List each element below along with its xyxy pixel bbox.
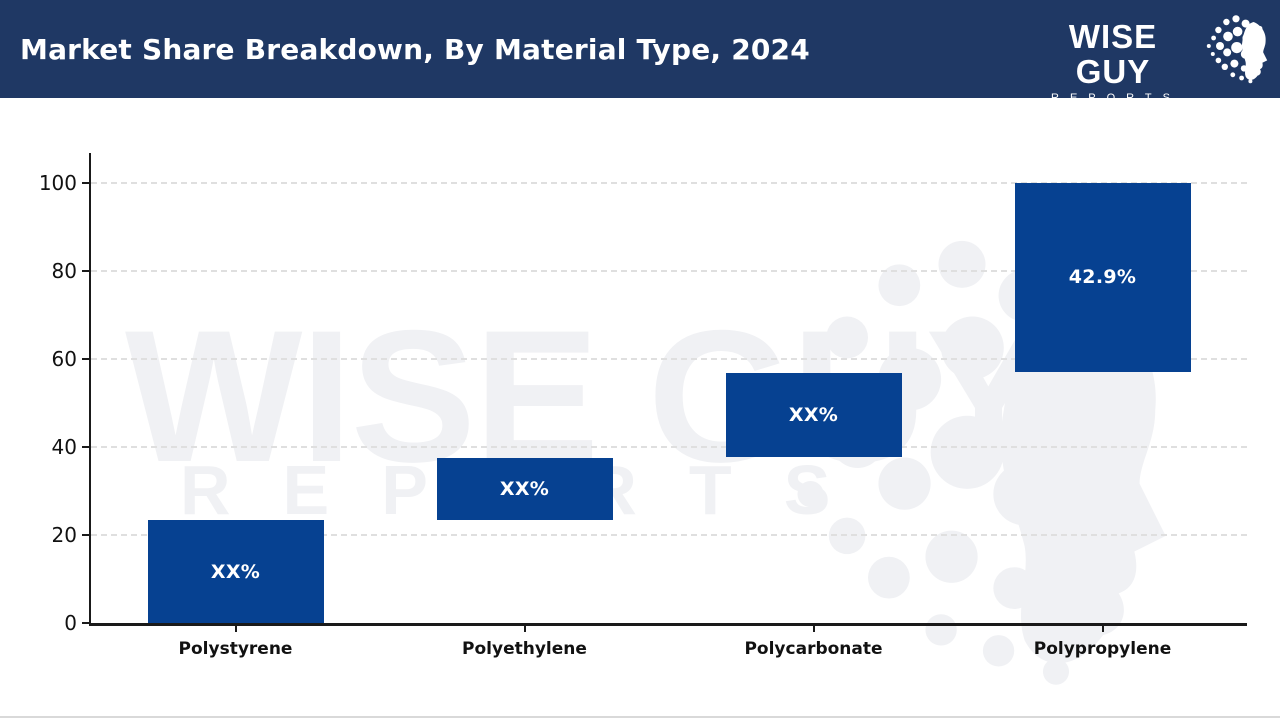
gridline (91, 270, 1247, 272)
plot-area: 0 20 40 60 80 100 XX% Polystyrene XX% Polyethylen… (39, 153, 1247, 659)
y-axis-tick-label: 100 (38, 171, 77, 195)
gridline (91, 534, 1247, 536)
y-axis-tick-label: 0 (64, 611, 77, 635)
x-axis-tick (812, 623, 815, 632)
page-title: Market Share Breakdown, By Material Type… (20, 32, 810, 66)
wiseguy-logo: WISE GUY REPORTS (1028, 6, 1268, 104)
logo-text: WISE GUY REPORTS (1028, 18, 1198, 104)
x-axis-tick (1101, 623, 1104, 632)
bar-value-label: XX% (788, 404, 839, 427)
header-bar: Market Share Breakdown, By Material Type… (0, 0, 1280, 104)
x-axis-label: Polystyrene (178, 639, 293, 659)
y-axis-tick-label: 60 (51, 347, 77, 371)
bar-polypropylene: 42.9% (1014, 183, 1191, 372)
bar-value-label: 42.9% (1068, 266, 1137, 289)
x-axis-label: Polypropylene (1033, 639, 1172, 659)
footer-divider (0, 716, 1280, 718)
bar-polyethylene: XX% (436, 457, 613, 521)
gridline (91, 358, 1247, 360)
chart-area: WISE GUY REPORTS 020406080100XX%Polystyr… (0, 98, 1280, 720)
y-axis-tick (82, 270, 91, 272)
logo-wordmark: WISE GUY (1068, 18, 1158, 90)
gridline (91, 182, 1247, 184)
x-axis-tick (523, 623, 526, 632)
y-axis-tick (82, 358, 91, 360)
bar-value-label: XX% (210, 560, 261, 583)
y-axis-tick-label: 20 (51, 523, 77, 547)
y-axis-tick-label: 40 (51, 435, 77, 459)
gridline (91, 446, 1247, 448)
x-axis-tick (234, 623, 237, 632)
y-axis-tick (82, 622, 91, 624)
bar-polystyrene: XX% (147, 520, 324, 623)
y-axis-tick-label: 80 (51, 259, 77, 283)
y-axis-tick (82, 182, 91, 184)
x-axis-label: Polycarbonate (744, 639, 883, 659)
y-axis-tick (82, 534, 91, 536)
y-axis-tick (82, 446, 91, 448)
bar-polycarbonate: XX% (725, 373, 902, 458)
x-axis-label: Polyethylene (462, 639, 587, 659)
bar-value-label: XX% (499, 477, 550, 500)
wiseguy-face-icon (1204, 10, 1268, 94)
